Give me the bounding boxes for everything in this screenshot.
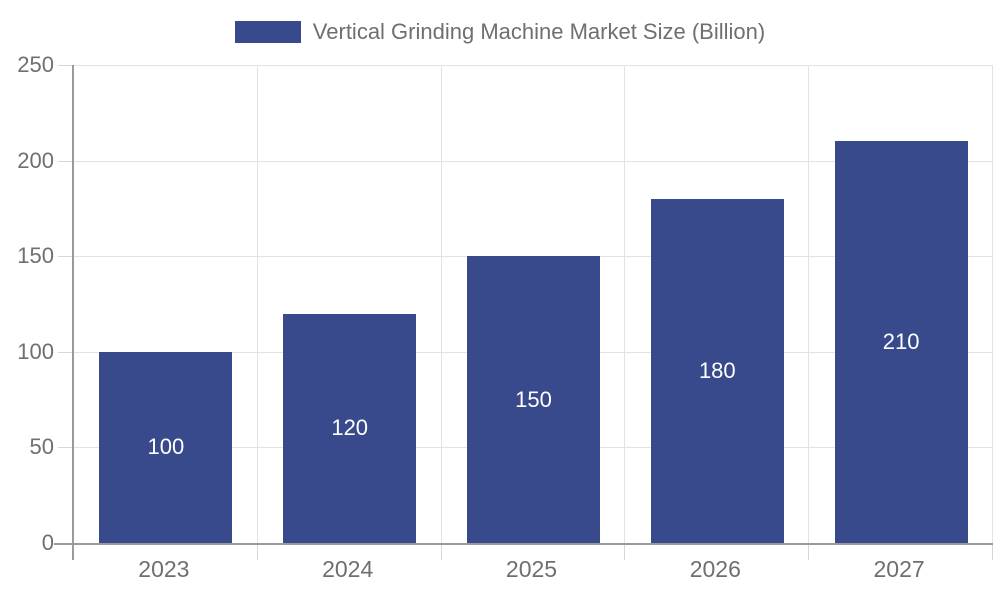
y-tick-label-50: 50 [29, 434, 54, 460]
bar-value-label-2027: 210 [882, 329, 920, 355]
gridline-x-2 [440, 65, 442, 543]
bar-value-label-2026: 180 [698, 357, 736, 383]
x-tick-label-2026: 2026 [689, 556, 741, 582]
y-tick-150 [58, 256, 72, 258]
y-tick-100 [58, 351, 72, 353]
x-tick-label-2027: 2027 [873, 556, 925, 582]
y-axis-bottom-extension [72, 545, 74, 560]
bar-value-label-2024: 120 [331, 415, 369, 441]
y-axis-labels: 0 50 100 150 200 250 [0, 52, 54, 555]
x-tick-4 [808, 545, 810, 560]
gridline-y-250 [74, 65, 993, 66]
x-tick-label-2023: 2023 [138, 556, 190, 582]
legend[interactable]: Vertical Grinding Machine Market Size (B… [0, 12, 1000, 52]
legend-label: Vertical Grinding Machine Market Size (B… [312, 19, 766, 44]
x-axis-labels: 2023 2024 2025 2026 2027 [72, 556, 991, 590]
x-tick-label-2025: 2025 [505, 556, 558, 582]
gridline-x-4 [808, 65, 810, 543]
x-tick-2 [440, 545, 442, 560]
y-tick-label-100: 100 [17, 338, 54, 364]
gridline-y-200 [74, 160, 993, 162]
x-tick-label-2024: 2024 [322, 556, 374, 582]
gridline-x-5 [992, 65, 993, 543]
y-tick-label-150: 150 [17, 243, 54, 269]
x-tick-3 [624, 545, 626, 560]
y-tick-250 [58, 65, 72, 66]
bar-value-label-2025: 150 [515, 386, 552, 412]
plot-area: 100 120 150 180 210 [54, 65, 993, 560]
y-tick-label-200: 200 [17, 147, 54, 173]
x-axis-left-extension [54, 543, 72, 545]
gridline-x-1 [256, 65, 258, 543]
bar-2023[interactable]: 100 [99, 351, 233, 543]
x-tick-5 [992, 545, 993, 560]
y-tick-label-0: 0 [41, 530, 54, 555]
x-tick-1 [256, 545, 258, 560]
y-tick-50 [58, 447, 72, 449]
bar-2025[interactable]: 150 [467, 256, 600, 543]
y-tick-200 [58, 160, 72, 162]
bar-value-label-2023: 100 [147, 434, 185, 460]
legend-swatch [234, 21, 301, 43]
bar-2027[interactable]: 210 [834, 141, 968, 543]
gridline-x-3 [624, 65, 626, 543]
bar-2024[interactable]: 120 [283, 313, 417, 543]
y-tick-label-250: 250 [17, 52, 54, 77]
bar-2026[interactable]: 180 [650, 198, 784, 543]
